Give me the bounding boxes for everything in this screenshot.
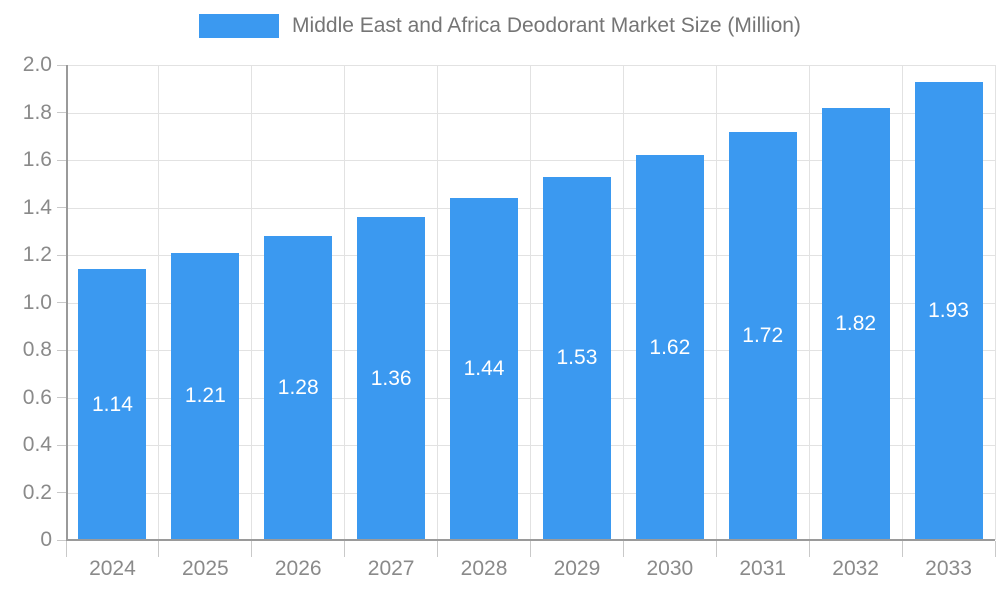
y-tick-label: 1.2 — [22, 243, 52, 266]
bar-value-label: 1.93 — [928, 298, 969, 322]
legend-item[interactable]: Middle East and Africa Deodorant Market … — [0, 14, 1000, 38]
plot-area: 1.14 1.21 1.28 1.36 1.44 1.53 1.62 1.72 1.82 1.93 — [57, 64, 996, 557]
x-tick-label: 2028 — [460, 557, 508, 580]
y-tick — [57, 159, 66, 161]
y-tick-label: 0.4 — [22, 433, 52, 456]
bar-value-label: 1.44 — [463, 357, 505, 380]
bar: 1.93 — [914, 81, 983, 540]
x-tick — [437, 541, 439, 557]
bar: 1.62 — [635, 155, 704, 540]
y-tick — [57, 397, 66, 398]
gridline-vertical — [808, 65, 810, 540]
x-tick-label: 2033 — [925, 557, 972, 580]
gridline-vertical — [251, 65, 253, 540]
x-tick — [901, 541, 903, 557]
x-tick — [530, 541, 531, 557]
x-axis-line — [66, 539, 995, 541]
bar-value-label: 1.14 — [92, 392, 133, 416]
bar: 1.28 — [264, 236, 333, 540]
x-tick — [715, 541, 717, 557]
x-tick — [994, 541, 996, 557]
y-tick — [57, 207, 66, 208]
x-tick-label: 2024 — [89, 557, 136, 580]
y-axis-line — [66, 65, 68, 540]
y-tick — [57, 64, 66, 66]
x-tick-label: 2032 — [832, 557, 879, 580]
x-tick-label: 2030 — [646, 557, 694, 580]
y-tick-label: 1.0 — [22, 290, 52, 314]
x-tick-label: 2029 — [553, 557, 601, 580]
y-tick-label: 0.2 — [22, 480, 52, 504]
gridline-vertical — [158, 65, 160, 540]
y-tick — [57, 254, 66, 256]
x-tick-label: 2025 — [181, 557, 229, 580]
chart-title: Middle East and Africa Deodorant Market … — [292, 14, 801, 37]
bar: 1.21 — [171, 252, 240, 540]
bar: 1.72 — [728, 131, 797, 540]
x-tick — [622, 541, 624, 557]
bar-value-label: 1.53 — [556, 346, 598, 370]
bar-value-label: 1.36 — [370, 366, 412, 390]
x-tick-label: 2027 — [367, 557, 415, 580]
y-tick — [57, 444, 66, 446]
y-tick-label: 1.6 — [22, 148, 52, 171]
x-tick-label: 2026 — [274, 557, 322, 580]
y-tick-label: 0.6 — [22, 385, 52, 409]
y-tick-label: 1.8 — [22, 100, 52, 124]
gridline-vertical — [530, 65, 531, 540]
x-tick — [251, 541, 253, 557]
y-tick — [57, 349, 66, 351]
bar-value-label: 1.62 — [649, 335, 691, 359]
bar: 1.14 — [78, 269, 147, 540]
x-tick-label: 2031 — [739, 557, 787, 580]
gridline-vertical — [715, 65, 717, 540]
x-tick — [65, 541, 67, 557]
x-tick — [808, 541, 810, 557]
y-tick-label: 0 — [40, 528, 52, 551]
y-tick-label: 0.8 — [22, 338, 52, 361]
bar-value-label: 1.28 — [277, 376, 319, 399]
y-tick — [57, 492, 66, 493]
gridline-vertical — [901, 65, 903, 540]
gridline-vertical — [994, 65, 996, 540]
bar: 1.44 — [450, 198, 519, 540]
y-tick-label: 2.0 — [22, 53, 52, 76]
bar-value-label: 1.82 — [835, 311, 877, 335]
y-tick — [57, 302, 66, 303]
x-tick — [158, 541, 160, 557]
y-tick — [57, 112, 66, 113]
gridline-vertical — [437, 65, 439, 540]
bar: 1.36 — [357, 217, 426, 540]
gridline-vertical — [622, 65, 624, 540]
y-tick-label: 1.4 — [22, 195, 52, 219]
y-tick — [57, 539, 66, 541]
legend-swatch — [199, 14, 280, 38]
gridline-vertical — [344, 65, 346, 540]
bar-value-label: 1.21 — [184, 384, 226, 408]
bar: 1.53 — [542, 176, 611, 540]
x-tick — [344, 541, 346, 557]
bar: 1.82 — [821, 107, 890, 540]
bar-value-label: 1.72 — [742, 323, 784, 347]
